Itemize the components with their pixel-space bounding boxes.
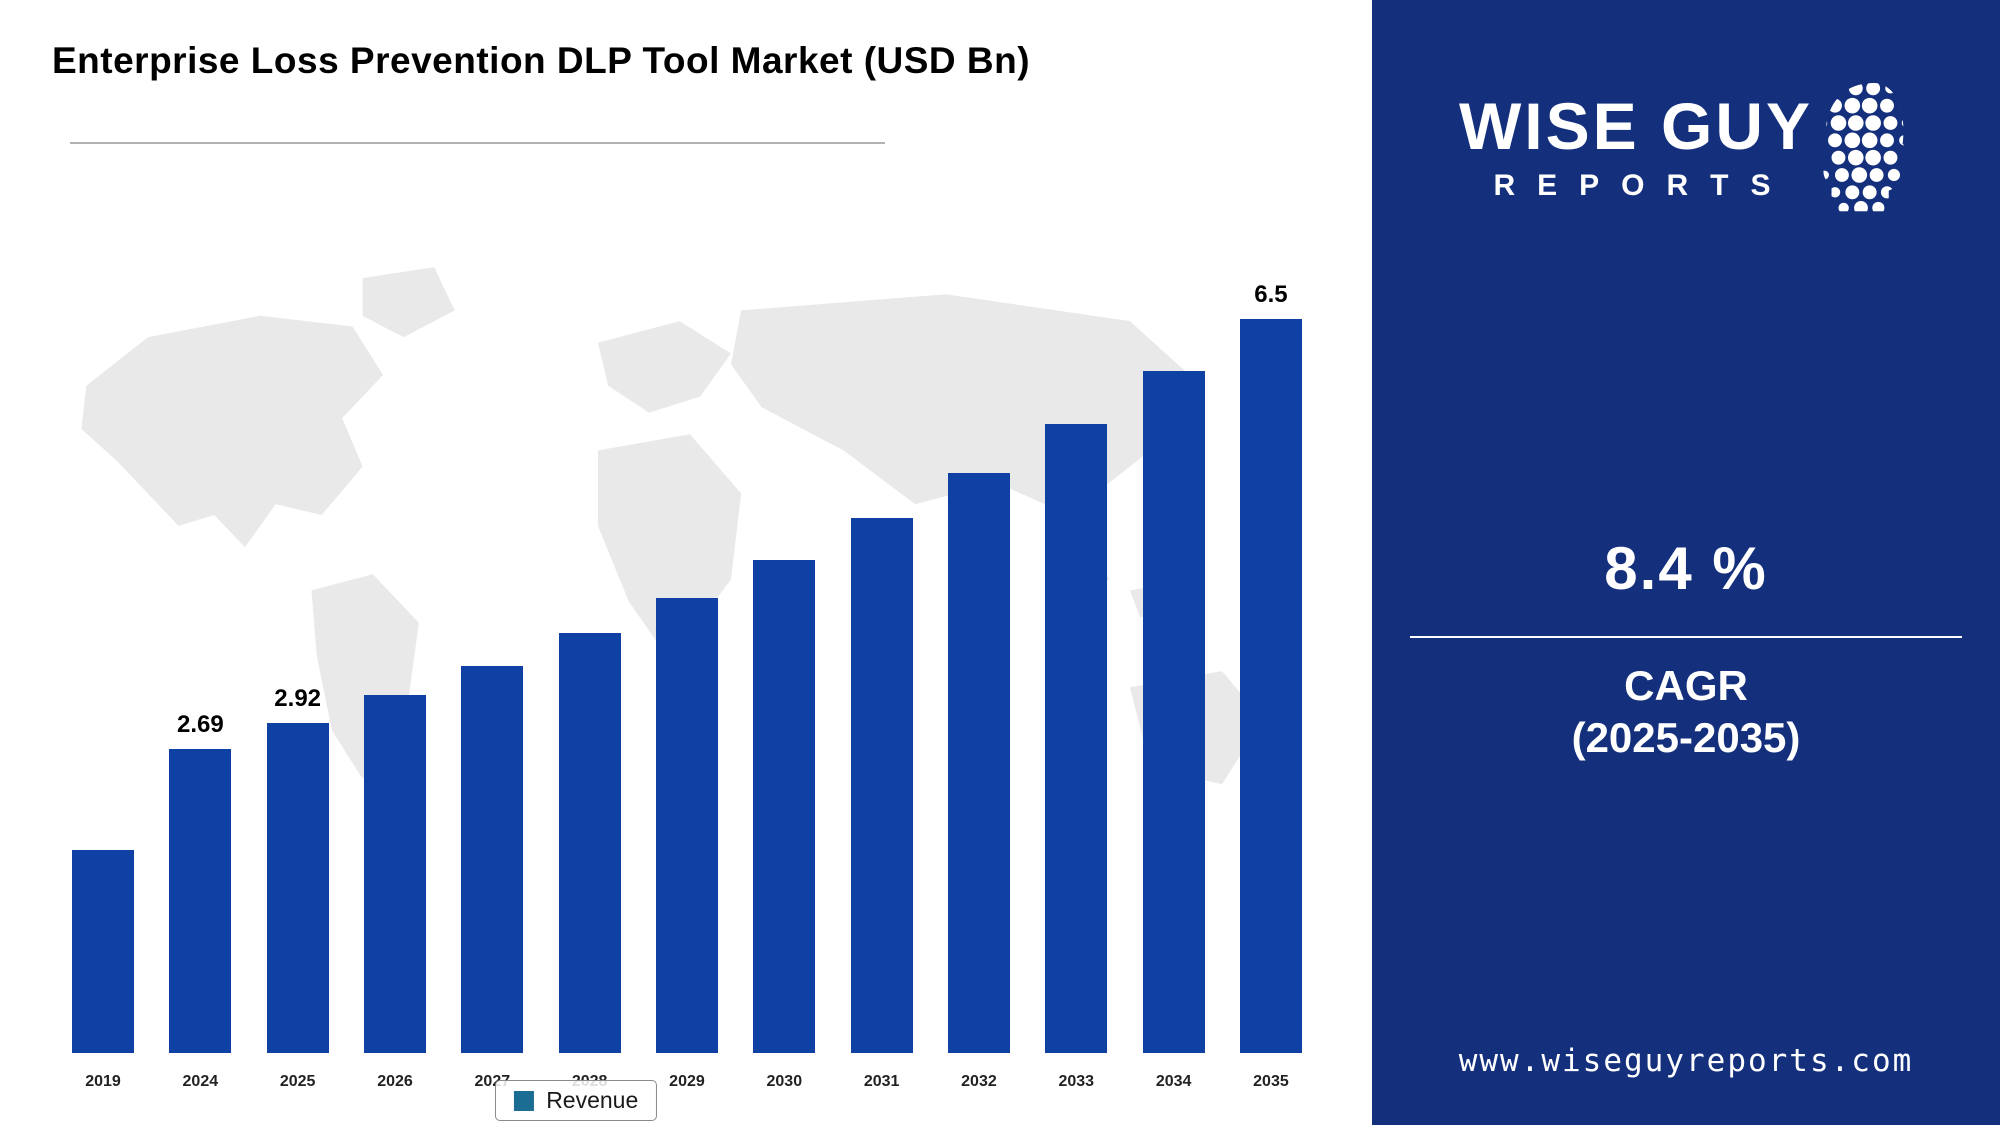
bar [266, 723, 329, 1053]
cagr-divider [1409, 636, 1963, 638]
bar [1142, 371, 1205, 1053]
bar-column-2034: 2034 [1142, 371, 1205, 1090]
bar [461, 665, 524, 1053]
bar [558, 633, 621, 1053]
x-tick-label: 2031 [863, 1073, 900, 1090]
bar-chart-bars: 2019 2.69 2024 2.92 2025 2026 2027 2028 2029 2030… [72, 263, 1302, 1090]
bar [850, 518, 913, 1053]
bar-column-2031: 2031 [850, 518, 913, 1090]
cagr-label: CAGR [1624, 662, 1748, 709]
legend-label: Revenue [546, 1087, 639, 1113]
x-tick-label: 2029 [669, 1073, 705, 1090]
title-divider [70, 142, 885, 144]
logo-wordmark: WISE GUY [1458, 89, 1814, 163]
bar-column-2024: 2.69 2024 [169, 711, 232, 1090]
x-tick-label: 2034 [1155, 1073, 1192, 1090]
bar [947, 472, 1010, 1053]
cagr-range: (2025-2035) [1571, 714, 1801, 761]
page-title: Enterprise Loss Prevention DLP Tool Mark… [52, 40, 1031, 81]
x-tick-label: 2019 [85, 1073, 121, 1090]
wise-guy-reports-logo: WISE GUY REPORTS [1372, 83, 2000, 220]
bar [72, 849, 134, 1053]
bar-chart: 2019 2.69 2024 2.92 2025 2026 2027 2028 2029 2030… [72, 263, 1302, 1090]
bar [169, 749, 232, 1053]
x-tick-label: 2024 [182, 1073, 219, 1090]
bar [1239, 319, 1302, 1053]
bar-column-2030: 2030 [753, 559, 816, 1090]
x-tick-label: 2033 [1058, 1073, 1095, 1090]
x-tick-label: 2032 [961, 1073, 997, 1090]
x-tick-label: 2030 [766, 1073, 803, 1090]
bar-column-2025: 2.92 2025 [266, 685, 329, 1090]
bar [363, 695, 426, 1053]
bar-value-label: 2.92 [274, 685, 322, 713]
chart-legend: Revenue [495, 1080, 658, 1121]
website-link[interactable]: www.wiseguyreports.com [1458, 1043, 1914, 1079]
bar-column-2033: 2033 [1045, 424, 1108, 1090]
cagr-value: 8.4 % [1604, 535, 1768, 602]
x-tick-label: 2035 [1253, 1073, 1289, 1090]
bar-column-2035: 6.5 2035 [1239, 281, 1302, 1090]
sidebar: WISE GUY REPORTS [1372, 0, 2000, 1125]
bar [753, 559, 816, 1053]
bar-value-label: 6.5 [1254, 281, 1288, 309]
logo-subtitle: REPORTS [1493, 169, 1793, 203]
bar-column-2032: 2032 [947, 472, 1010, 1090]
x-tick-label: 2025 [279, 1073, 316, 1090]
bar-column-2028: 2028 [558, 633, 621, 1090]
bar [655, 598, 718, 1053]
bar-column-2019: 2019 [72, 849, 134, 1090]
bar [1045, 424, 1108, 1053]
bar-column-2029: 2029 [655, 598, 718, 1090]
legend-swatch [514, 1090, 535, 1111]
bar-column-2026: 2026 [363, 695, 426, 1090]
dotted-head-icon [1823, 83, 1910, 212]
chart-panel: Enterprise Loss Prevention DLP Tool Mark… [52, 40, 1302, 1121]
bar-column-2027: 2027 [461, 665, 524, 1090]
bar-value-label: 2.69 [176, 711, 224, 739]
x-tick-label: 2026 [377, 1073, 413, 1090]
logo-text: WISE GUY REPORTS [1458, 89, 1814, 203]
